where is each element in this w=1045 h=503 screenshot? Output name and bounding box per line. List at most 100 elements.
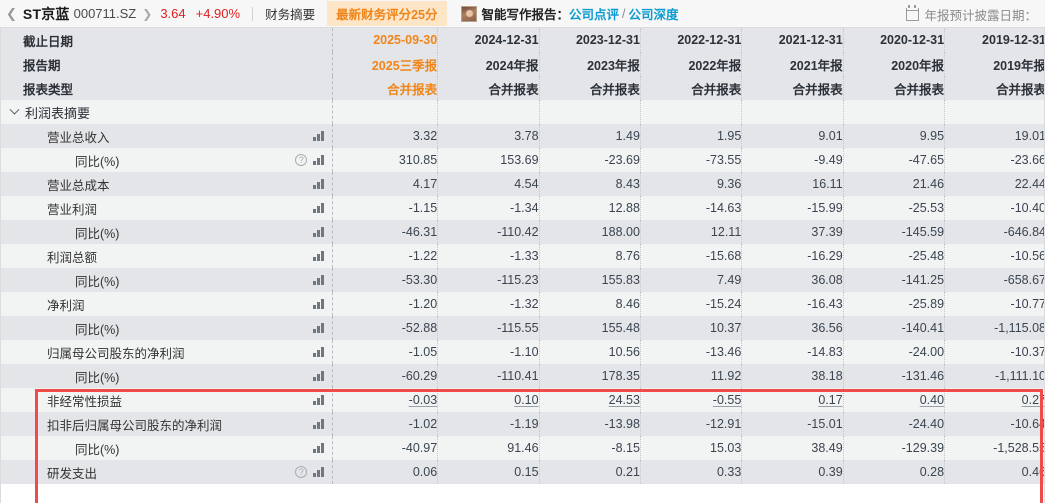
back-chevron-left-icon[interactable]: ❮	[6, 6, 17, 21]
row-label-cell: 利润总额	[1, 244, 332, 268]
bar-chart-icon[interactable]	[313, 227, 324, 237]
row-label-cell: 同比(%)	[1, 268, 332, 292]
data-cell: 4.17	[331, 172, 438, 196]
data-cell: -1.32	[437, 292, 540, 316]
data-cell: 10.37	[639, 316, 742, 340]
data-cell: -60.29	[331, 364, 438, 388]
data-cell: 155.48	[538, 316, 641, 340]
column-header-period[interactable]: 2023年报	[538, 52, 641, 76]
section-title: 利润表摘要	[25, 105, 91, 121]
bar-chart-icon[interactable]	[313, 443, 324, 453]
column-header-period[interactable]: 2019年报	[944, 52, 1044, 76]
data-cell: 9.95	[842, 124, 945, 148]
table-row[interactable]: 同比(%) -60.29 -110.41 178.35 11.92 38.18 -131.4…	[1, 364, 1044, 388]
bar-chart-icon[interactable]	[313, 323, 324, 333]
data-cell: -40.97	[331, 436, 438, 460]
data-cell: 0.28	[842, 460, 945, 484]
table-row[interactable]: 同比(%) -52.88 -115.55 155.48 10.37 36.56 -140.4…	[1, 316, 1044, 340]
column-header-period[interactable]: 2021年报	[741, 52, 844, 76]
stock-code: 000711.SZ	[73, 6, 137, 21]
financial-score-badge[interactable]: 最新财务评分25分	[327, 1, 447, 26]
data-cell: -1,528.55	[944, 436, 1044, 460]
bar-chart-icon[interactable]	[313, 179, 324, 189]
section-toggle[interactable]: 利润表摘要	[1, 100, 332, 124]
column-header-period[interactable]: 2020年报	[842, 52, 945, 76]
column-header-type[interactable]: 合并报表	[331, 76, 438, 100]
table-row[interactable]: 营业总成本 4.17 4.54 8.43 9.36 16.11 21.46 22.44	[1, 172, 1044, 196]
question-circle-icon[interactable]: ?	[295, 466, 308, 478]
column-header-type[interactable]: 合并报表	[741, 76, 844, 100]
bar-chart-icon[interactable]	[313, 395, 324, 405]
column-header-date[interactable]: 2020-12-31	[842, 28, 945, 52]
table-row[interactable]: 同比(%) -46.31 -110.42 188.00 12.11 37.39 -145.5…	[1, 220, 1044, 244]
column-header-date[interactable]: 2022-12-31	[639, 28, 742, 52]
column-header-type[interactable]: 合并报表	[538, 76, 641, 100]
link-company-review[interactable]: 公司点评	[569, 8, 620, 22]
data-cell: -658.67	[944, 268, 1044, 292]
bar-chart-icon[interactable]	[313, 275, 324, 285]
data-cell: 0.33	[639, 460, 742, 484]
row-label-cell: 同比(%)	[1, 220, 332, 244]
bar-chart-icon[interactable]	[313, 419, 324, 429]
nav-financial-summary[interactable]: 财务摘要	[265, 8, 316, 22]
section-header-row[interactable]: 利润表摘要	[1, 100, 1044, 124]
data-cell: 11.92	[639, 364, 742, 388]
data-cell: -140.41	[842, 316, 945, 340]
column-header-date[interactable]: 2023-12-31	[538, 28, 641, 52]
table-row[interactable]: 营业利润 -1.15 -1.34 12.88 -14.63 -15.99 -25.53 -10…	[1, 196, 1044, 220]
column-header-type[interactable]: 合并报表	[437, 76, 540, 100]
chevron-down-icon[interactable]	[9, 104, 20, 115]
bar-chart-icon[interactable]	[313, 467, 324, 477]
toolbar-divider	[252, 6, 254, 21]
data-cell: 16.11	[741, 172, 844, 196]
bar-chart-icon[interactable]	[313, 371, 324, 381]
data-cell: 8.76	[538, 244, 641, 268]
table-row[interactable]: 研发支出? 0.06 0.15 0.21 0.33 0.39 0.28 0.46	[1, 460, 1044, 484]
bar-chart-icon[interactable]	[313, 203, 324, 213]
data-cell: 0.39	[741, 460, 844, 484]
bar-chart-icon[interactable]	[313, 251, 324, 261]
column-header-period[interactable]: 2022年报	[639, 52, 742, 76]
data-cell: -15.99	[741, 196, 844, 220]
data-cell: 4.54	[437, 172, 540, 196]
row-label: 净利润	[47, 298, 85, 313]
column-header-date[interactable]: 2021-12-31	[741, 28, 844, 52]
table-header-row: 报表类型 合并报表 合并报表 合并报表 合并报表 合并报表 合并报表 合并报表	[1, 76, 1044, 100]
column-header-date[interactable]: 2019-12-31	[944, 28, 1044, 52]
table-row[interactable]: 净利润 -1.20 -1.32 8.46 -15.24 -16.43 -25.89 -10.7…	[1, 292, 1044, 316]
table-row[interactable]: 扣非后归属母公司股东的净利润 -1.02 -1.19 -13.98 -12.91 -15.…	[1, 412, 1044, 436]
column-header-type[interactable]: 合并报表	[944, 76, 1044, 100]
table-row[interactable]: 利润总额 -1.22 -1.33 8.76 -15.68 -16.29 -25.48 -10.…	[1, 244, 1044, 268]
table-row[interactable]: 归属母公司股东的净利润 -1.05 -1.10 10.56 -13.46 -14.83 -2…	[1, 340, 1044, 364]
column-header-type[interactable]: 合并报表	[842, 76, 945, 100]
link-separator: /	[622, 6, 626, 21]
table-row[interactable]: 同比(%)? 310.85 153.69 -23.69 -73.55 -9.49 -47.6…	[1, 148, 1044, 172]
row-label-cell: 扣非后归属母公司股东的净利润	[1, 412, 332, 436]
financial-summary-table: 截止日期 2025-09-30 2024-12-31 2023-12-31 2022-1…	[1, 28, 1044, 484]
bar-chart-icon[interactable]	[313, 299, 324, 309]
data-cell: 188.00	[538, 220, 641, 244]
column-header-type[interactable]: 合并报表	[639, 76, 742, 100]
bar-chart-icon[interactable]	[313, 131, 324, 141]
bar-chart-icon[interactable]	[313, 347, 324, 357]
question-circle-icon[interactable]: ?	[295, 154, 308, 166]
column-header-date[interactable]: 2024-12-31	[437, 28, 540, 52]
column-header-period[interactable]: 2024年报	[437, 52, 540, 76]
table-row[interactable]: 非经常性损益 -0.03 0.10 24.53 -0.55 0.17 0.40 0.27	[1, 388, 1044, 412]
row-label-cell: 同比(%)?	[1, 148, 332, 172]
forward-chevron-right-icon[interactable]: ❯	[142, 6, 153, 21]
data-cell: 36.08	[741, 268, 844, 292]
bar-chart-icon[interactable]	[313, 155, 324, 165]
section-empty-cell	[331, 100, 438, 124]
table-row[interactable]: 同比(%) -40.97 91.46 -8.15 15.03 38.49 -129.39 -1…	[1, 436, 1044, 460]
link-company-deep[interactable]: 公司深度	[628, 8, 679, 22]
financial-table-container[interactable]: 截止日期 2025-09-30 2024-12-31 2023-12-31 2022-1…	[0, 28, 1045, 503]
column-header-date[interactable]: 2025-09-30	[331, 28, 438, 52]
data-cell: 310.85	[331, 148, 438, 172]
section-empty-cell	[741, 100, 844, 124]
stock-name[interactable]: ST京蓝	[22, 5, 70, 22]
table-row[interactable]: 同比(%) -53.30 -115.23 155.83 7.49 36.08 -141.25…	[1, 268, 1044, 292]
section-empty-cell	[842, 100, 945, 124]
table-row[interactable]: 营业总收入 3.32 3.78 1.49 1.95 9.01 9.95 19.01	[1, 124, 1044, 148]
column-header-period[interactable]: 2025三季报	[331, 52, 438, 76]
